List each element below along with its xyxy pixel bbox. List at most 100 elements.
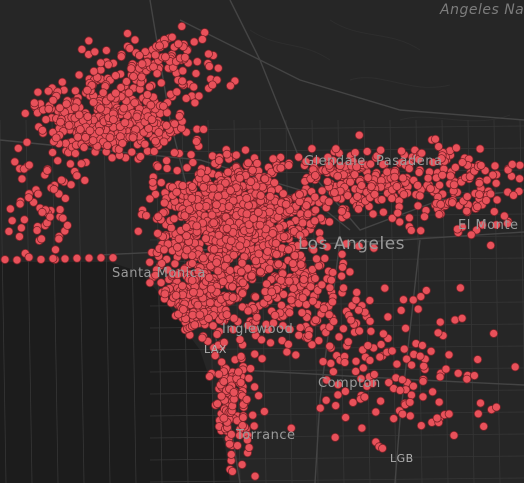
incident-point	[191, 136, 201, 146]
incident-point	[322, 242, 332, 252]
incident-point	[315, 403, 325, 413]
incident-point	[118, 138, 127, 148]
incident-point	[249, 324, 259, 334]
incident-point	[295, 190, 304, 199]
incident-point	[189, 82, 199, 92]
incident-point	[308, 296, 318, 306]
incident-point	[404, 164, 414, 174]
incident-point	[96, 253, 106, 263]
incident-point	[338, 324, 348, 334]
incident-point	[253, 207, 263, 217]
incident-point	[225, 439, 235, 449]
incident-point	[462, 192, 472, 202]
incident-point	[225, 81, 235, 91]
incident-point	[162, 163, 172, 173]
incident-point	[355, 326, 364, 336]
incident-point	[362, 147, 372, 156]
incident-point	[399, 190, 409, 200]
incident-point	[145, 82, 155, 92]
incident-point	[416, 226, 426, 236]
incident-point	[161, 121, 171, 130]
incident-point	[177, 281, 187, 291]
incident-point	[418, 392, 428, 402]
incident-point	[132, 112, 142, 122]
incident-point	[491, 402, 501, 412]
incident-point	[323, 152, 333, 162]
incident-point	[368, 378, 377, 388]
incident-point	[408, 295, 418, 305]
incident-point	[444, 409, 454, 419]
incident-point	[507, 159, 517, 169]
incident-point	[214, 230, 224, 240]
incident-point	[222, 149, 232, 159]
incident-point	[499, 211, 509, 221]
incident-point	[238, 421, 247, 430]
incident-point	[346, 315, 356, 325]
incident-point	[213, 266, 223, 276]
incident-point	[204, 62, 214, 71]
incident-point	[15, 232, 24, 242]
incident-point	[434, 210, 444, 219]
incident-point	[122, 77, 131, 86]
incident-point	[197, 333, 207, 343]
incident-point	[153, 212, 163, 222]
incident-point	[172, 87, 182, 97]
incident-point	[136, 152, 145, 161]
incident-point	[233, 441, 242, 451]
incident-point	[310, 171, 320, 180]
incident-point	[111, 71, 120, 80]
incident-point	[169, 148, 179, 158]
incident-point	[298, 218, 308, 228]
incident-point	[428, 387, 438, 397]
incident-point	[162, 156, 172, 166]
incident-point	[416, 421, 426, 431]
incident-point	[380, 283, 390, 293]
incident-point	[419, 361, 429, 371]
incident-point	[446, 171, 455, 181]
incident-point	[392, 359, 402, 369]
incident-point	[155, 41, 164, 51]
incident-point	[66, 180, 76, 190]
incident-point	[423, 173, 433, 183]
incident-point	[447, 198, 457, 208]
incident-point	[370, 189, 380, 199]
incident-point	[407, 390, 416, 400]
incident-point	[294, 330, 304, 340]
incident-point	[474, 178, 484, 188]
incident-point	[309, 245, 319, 255]
incident-point	[48, 254, 58, 263]
incident-point	[333, 390, 343, 400]
incident-point	[337, 249, 347, 259]
incident-point	[426, 346, 436, 356]
incident-point	[267, 287, 277, 297]
incident-point	[473, 409, 483, 419]
incident-point	[153, 162, 163, 172]
incident-point	[73, 132, 83, 142]
incident-point	[236, 267, 246, 277]
incident-point	[201, 234, 211, 244]
incident-point	[489, 329, 499, 338]
incident-point	[12, 255, 22, 265]
incident-point	[149, 62, 158, 72]
incident-point	[268, 154, 278, 164]
incident-point	[284, 160, 294, 170]
incident-point	[142, 90, 152, 99]
incident-point	[333, 171, 343, 181]
incident-point	[365, 296, 375, 305]
incident-point	[329, 188, 339, 198]
incident-point	[358, 363, 368, 373]
incident-point	[398, 409, 408, 419]
incident-point	[435, 180, 445, 190]
incident-point	[276, 163, 286, 173]
incident-point	[146, 100, 156, 110]
incident-point	[341, 239, 351, 249]
incident-point	[397, 146, 406, 156]
incident-point	[326, 358, 336, 368]
incident-point	[393, 208, 403, 218]
incident-point	[395, 217, 405, 227]
incident-point	[180, 53, 190, 62]
incident-point	[225, 266, 235, 275]
incident-point	[413, 304, 423, 314]
incident-point	[66, 159, 75, 169]
